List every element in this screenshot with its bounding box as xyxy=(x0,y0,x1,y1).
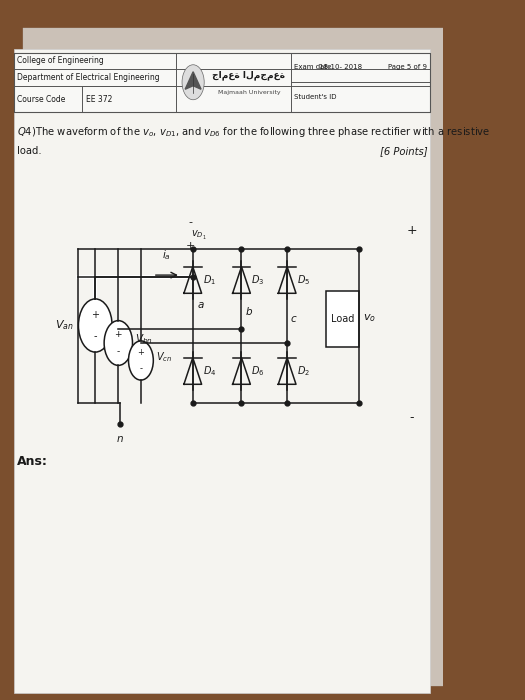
Text: b: b xyxy=(246,307,253,317)
Text: 18-10- 2018: 18-10- 2018 xyxy=(319,64,362,71)
Text: $v_{D_1}$: $v_{D_1}$ xyxy=(191,230,206,242)
Text: +: + xyxy=(407,225,417,237)
Circle shape xyxy=(129,341,153,380)
Text: -: - xyxy=(188,217,193,227)
Text: Student's ID: Student's ID xyxy=(294,94,337,100)
Text: +: + xyxy=(186,241,195,251)
Text: +: + xyxy=(114,330,122,339)
Text: $V_{cn}$: $V_{cn}$ xyxy=(155,350,172,364)
Text: a: a xyxy=(197,300,204,310)
Text: +: + xyxy=(91,310,99,320)
Text: $D_2$: $D_2$ xyxy=(297,364,310,378)
Text: $D_4$: $D_4$ xyxy=(203,364,216,378)
Bar xyxy=(326,290,359,346)
Text: n: n xyxy=(117,434,123,444)
Text: Course Code: Course Code xyxy=(17,94,65,104)
Text: Page 5 of 9: Page 5 of 9 xyxy=(388,64,427,71)
Circle shape xyxy=(104,321,132,365)
Text: $v_o$: $v_o$ xyxy=(363,313,376,324)
Polygon shape xyxy=(23,28,447,686)
Text: $D_6$: $D_6$ xyxy=(251,364,265,378)
Text: load.: load. xyxy=(17,146,41,155)
Text: +: + xyxy=(138,348,144,357)
Circle shape xyxy=(78,299,112,352)
Circle shape xyxy=(182,65,204,99)
Text: $D_5$: $D_5$ xyxy=(297,273,310,287)
Text: Department of Electrical Engineering: Department of Electrical Engineering xyxy=(17,74,160,82)
Text: Majmaah University: Majmaah University xyxy=(218,90,280,95)
Text: جامعة المجمعة: جامعة المجمعة xyxy=(213,71,286,80)
Text: $V_{bn}$: $V_{bn}$ xyxy=(135,332,153,346)
Text: -: - xyxy=(93,331,97,341)
Text: -: - xyxy=(410,412,414,424)
Text: [6 Points]: [6 Points] xyxy=(380,146,427,155)
Text: $D_3$: $D_3$ xyxy=(251,273,265,287)
Polygon shape xyxy=(14,49,430,693)
Text: -: - xyxy=(117,347,120,356)
Bar xyxy=(14,52,430,112)
Text: -: - xyxy=(140,364,142,373)
Text: College of Engineering: College of Engineering xyxy=(17,57,103,65)
Text: $V_{an}$: $V_{an}$ xyxy=(55,318,74,332)
Text: Exam date: Exam date xyxy=(294,64,331,71)
Text: Ans:: Ans: xyxy=(17,455,48,468)
Polygon shape xyxy=(185,72,201,89)
Text: $i_a$: $i_a$ xyxy=(162,248,171,262)
Text: $D_1$: $D_1$ xyxy=(203,273,216,287)
Text: c: c xyxy=(291,314,297,324)
Text: Load: Load xyxy=(331,314,354,323)
Text: $Q4)$The waveform of the $v_o$, $v_{D1}$, and $v_{D6}$ for the following three p: $Q4)$The waveform of the $v_o$, $v_{D1}$… xyxy=(17,125,490,139)
Text: EE 372: EE 372 xyxy=(86,94,112,104)
